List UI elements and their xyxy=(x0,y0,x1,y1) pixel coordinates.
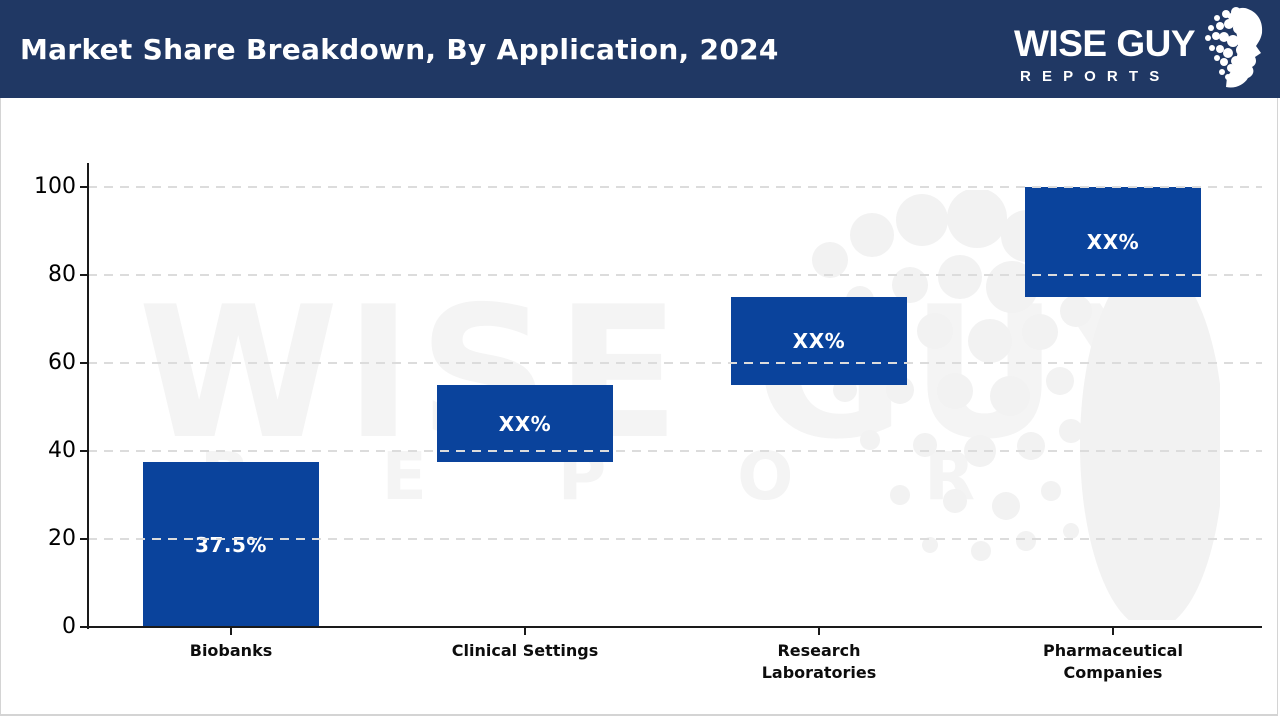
x-tick-mark xyxy=(818,627,820,635)
x-tick-mark xyxy=(1112,627,1114,635)
gridline xyxy=(88,538,1262,540)
y-tick-label: 40 xyxy=(48,438,76,463)
watermark-face-icon xyxy=(812,190,1220,620)
logo-wordmark: WISE GUY xyxy=(1014,23,1196,64)
category-label: Pharmaceutical Companies xyxy=(1043,641,1183,682)
gridline xyxy=(88,362,1262,364)
category-label: Biobanks xyxy=(189,641,273,660)
bar: XX% xyxy=(731,297,907,385)
y-tick-mark xyxy=(80,626,88,628)
y-tick-label: 80 xyxy=(48,262,76,287)
gridline xyxy=(88,186,1262,188)
watermark-wordmark: WISE GUY xyxy=(138,267,1203,479)
y-tick-label: 60 xyxy=(48,350,76,375)
y-tick-label: 100 xyxy=(34,174,76,199)
y-tick-mark xyxy=(80,186,88,188)
bar-value-label: XX% xyxy=(1086,230,1140,254)
y-tick-mark xyxy=(80,538,88,540)
logo-tagline: R E P O R T S xyxy=(1020,68,1163,85)
category-label: Research Laboratories xyxy=(761,641,877,682)
bar-value-label: XX% xyxy=(792,329,846,353)
logo-face-icon xyxy=(1205,7,1263,88)
bar: XX% xyxy=(1025,187,1201,297)
category-label: Clinical Settings xyxy=(451,641,599,660)
y-tick-mark xyxy=(80,450,88,452)
gridline xyxy=(88,450,1262,452)
y-tick-mark xyxy=(80,274,88,276)
x-tick-mark xyxy=(524,627,526,635)
bar-value-label: 37.5% xyxy=(195,532,267,557)
bar: 37.5% xyxy=(143,462,319,627)
bar: XX% xyxy=(437,385,613,462)
bar-value-label: XX% xyxy=(498,411,552,436)
x-axis xyxy=(86,626,1262,628)
header-bar: Market Share Breakdown, By Application, … xyxy=(0,0,1280,98)
y-tick-mark xyxy=(80,362,88,364)
y-tick-label: 20 xyxy=(48,526,76,551)
wise-guy-reports-logo: WISE GUY R E P O R T S xyxy=(1014,7,1263,88)
y-axis xyxy=(87,163,89,629)
gridline xyxy=(88,274,1262,276)
page-title: Market Share Breakdown, By Application, … xyxy=(20,32,779,66)
y-tick-label: 0 xyxy=(62,614,76,639)
x-tick-mark xyxy=(230,627,232,635)
